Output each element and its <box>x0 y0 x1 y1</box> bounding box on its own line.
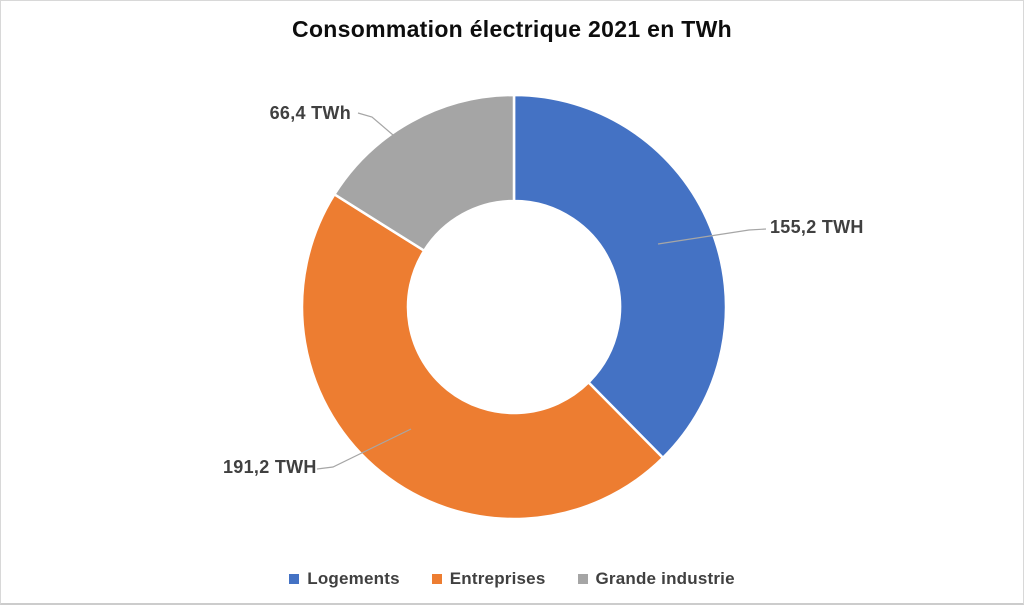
chart-title: Consommation électrique 2021 en TWh <box>292 16 732 42</box>
data-label-grande-industrie: 66,4 TWh <box>269 103 351 123</box>
legend-swatch-logements <box>289 574 300 584</box>
leader-line-logements <box>657 228 767 245</box>
legend-item-entreprises: Entreprises <box>431 569 546 589</box>
donut-slices <box>300 93 728 521</box>
leader-line-entreprises <box>316 428 412 470</box>
legend-label-logements: Logements <box>307 569 400 588</box>
data-label-logements: 155,2 TWH <box>770 217 864 237</box>
legend-label-grande-industrie: Grande industrie <box>595 569 735 588</box>
legend-item-grande-industrie: Grande industrie <box>577 569 735 589</box>
donut-slice-logements <box>512 93 728 460</box>
legend-item-logements: Logements <box>289 569 400 589</box>
data-label-entreprises: 191,2 TWH <box>223 457 317 477</box>
chart-legend: Logements Entreprises Grande industrie <box>1 569 1023 589</box>
donut-slice-grande-industrie <box>333 93 516 252</box>
legend-label-entreprises: Entreprises <box>449 569 546 588</box>
legend-swatch-entreprises <box>431 574 442 584</box>
leader-lines <box>316 112 767 470</box>
legend-swatch-grande-industrie <box>577 574 588 584</box>
leader-line-grande-industrie <box>357 112 394 136</box>
